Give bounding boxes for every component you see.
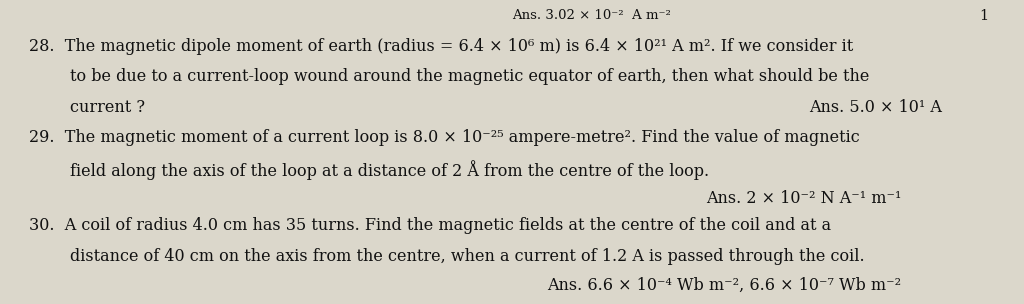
- Text: Ans. 5.0 × 10¹ A: Ans. 5.0 × 10¹ A: [809, 99, 942, 116]
- Text: 30.  A coil of radius 4.0 cm has 35 turns. Find the magnetic fields at the centr: 30. A coil of radius 4.0 cm has 35 turns…: [29, 217, 830, 234]
- Text: 1: 1: [979, 9, 988, 23]
- Text: distance of 40 cm on the axis from the centre, when a current of 1.2 A is passed: distance of 40 cm on the axis from the c…: [70, 248, 864, 265]
- Text: to be due to a current-loop wound around the magnetic equator of earth, then wha: to be due to a current-loop wound around…: [70, 68, 869, 85]
- Text: 29.  The magnetic moment of a current loop is 8.0 × 10⁻²⁵ ampere-metre². Find th: 29. The magnetic moment of a current loo…: [29, 129, 859, 146]
- Text: field along the axis of the loop at a distance of 2 Å from the centre of the loo: field along the axis of the loop at a di…: [70, 160, 709, 179]
- Text: Ans. 6.6 × 10⁻⁴ Wb m⁻², 6.6 × 10⁻⁷ Wb m⁻²: Ans. 6.6 × 10⁻⁴ Wb m⁻², 6.6 × 10⁻⁷ Wb m⁻…: [547, 277, 901, 294]
- Text: Ans. 2 × 10⁻² N A⁻¹ m⁻¹: Ans. 2 × 10⁻² N A⁻¹ m⁻¹: [706, 190, 901, 207]
- Text: current ?: current ?: [70, 99, 144, 116]
- Text: 28.  The magnetic dipole moment of earth (radius = 6.4 × 10⁶ m) is 6.4 × 10²¹ A : 28. The magnetic dipole moment of earth …: [29, 38, 853, 55]
- Text: Ans. 3.02 × 10⁻²  A m⁻²: Ans. 3.02 × 10⁻² A m⁻²: [512, 9, 671, 22]
